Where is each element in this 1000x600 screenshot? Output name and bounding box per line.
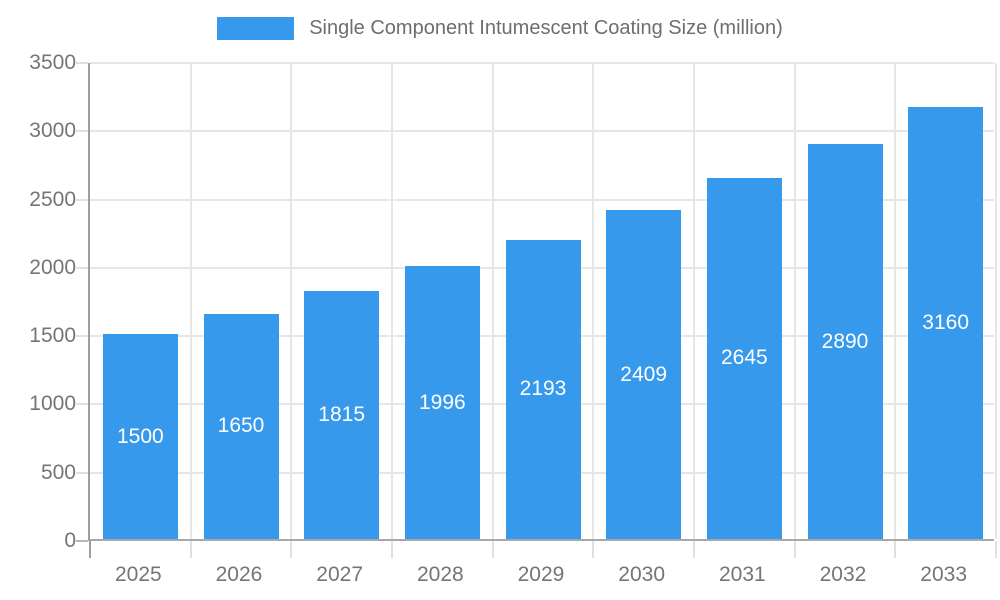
bar: 1650 (203, 313, 279, 539)
y-axis-tick (76, 403, 88, 406)
x-tick-label: 2026 (215, 563, 263, 586)
bar-value-label: 1500 (116, 424, 164, 448)
bar-value-label: 1996 (418, 390, 466, 414)
bar: 2193 (505, 239, 581, 539)
x-axis-tick (189, 541, 192, 558)
legend-swatch (217, 17, 295, 40)
bar: 2890 (807, 144, 883, 539)
y-axis-tick (76, 266, 88, 269)
y-tick-label: 1500 (29, 324, 76, 348)
x-axis-tick (894, 541, 897, 558)
x-axis-tick (592, 541, 595, 558)
gridline-vertical (995, 63, 997, 539)
x-axis-tick (693, 541, 695, 558)
gridline-horizontal (90, 198, 994, 201)
y-axis-tick (76, 471, 88, 474)
gridline-vertical (793, 63, 796, 539)
bar-value-label: 3160 (922, 311, 970, 335)
gridline-vertical (592, 63, 595, 539)
gridline-vertical (391, 63, 393, 539)
bar: 3160 (908, 107, 984, 539)
y-tick-label: 2000 (29, 255, 76, 279)
bar-value-label: 2890 (821, 329, 869, 353)
y-axis-tick (76, 62, 88, 64)
bar-value-label: 2645 (720, 346, 768, 370)
y-tick-label: 0 (64, 529, 76, 552)
legend-label: Single Component Intumescent Coating Siz… (309, 17, 783, 39)
bar-value-label: 1650 (217, 414, 265, 438)
bar: 1500 (102, 334, 178, 539)
gridline-horizontal (90, 130, 994, 133)
bar: 2409 (606, 210, 682, 539)
x-tick-label: 2029 (517, 563, 565, 586)
y-axis-tick (76, 335, 88, 338)
gridline-vertical (491, 63, 494, 539)
x-axis-tick (290, 541, 293, 558)
y-axis-tick (76, 130, 88, 133)
x-tick-label: 2033 (920, 563, 968, 586)
y-tick-label: 500 (40, 460, 76, 484)
y-tick-label: 1000 (29, 392, 76, 416)
bar-value-label: 2409 (620, 362, 668, 386)
gridline-vertical (693, 63, 695, 539)
gridline-horizontal (90, 62, 994, 64)
x-tick-label: 2032 (819, 563, 867, 586)
x-axis-tick (391, 541, 393, 558)
gridline-vertical (290, 63, 293, 539)
bar: 2645 (706, 177, 782, 539)
gridline-vertical (894, 63, 897, 539)
x-tick-label: 2031 (718, 563, 766, 586)
plot-area: 1500 1650 1815 1996 2193 2409 2645 2890 3160 (76, 62, 997, 558)
y-tick-label: 3500 (29, 51, 76, 74)
x-axis-tick (491, 541, 494, 558)
x-tick-label: 2030 (618, 563, 666, 586)
bar-value-label: 2193 (519, 377, 567, 401)
y-axis-tick (76, 540, 88, 542)
x-axis-tick (995, 541, 997, 558)
legend: Single Component Intumescent Coating Siz… (0, 15, 1000, 42)
bar: 1996 (404, 266, 480, 539)
y-axis-tick (76, 198, 88, 201)
x-tick-label: 2025 (114, 563, 162, 586)
x-tick-label: 2028 (416, 563, 464, 586)
y-tick-label: 3000 (29, 119, 76, 143)
x-tick-label: 2027 (316, 563, 364, 586)
gridline-vertical (189, 63, 192, 539)
x-axis-tick (89, 541, 91, 558)
x-axis-tick (793, 541, 796, 558)
bar: 1815 (304, 291, 380, 539)
bar-value-label: 1815 (318, 403, 366, 427)
y-tick-label: 2500 (29, 187, 76, 211)
